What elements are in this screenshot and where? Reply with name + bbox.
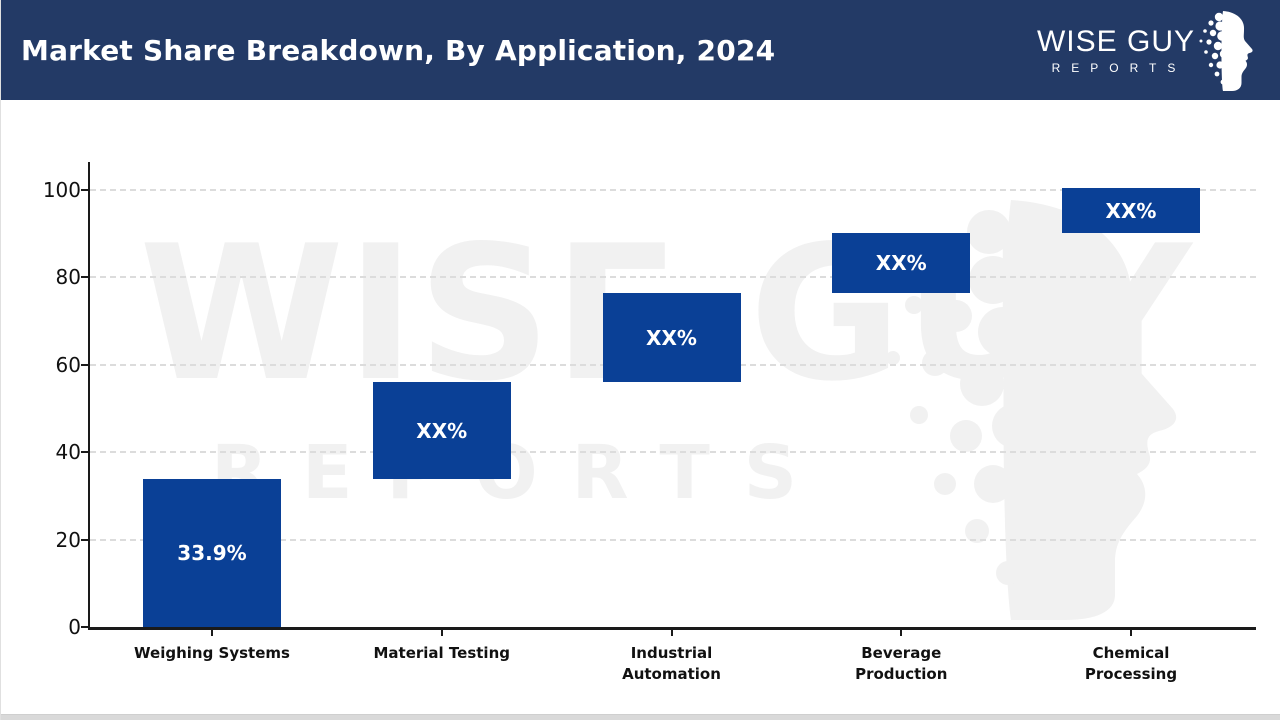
head-profile-icon [1199,11,1253,91]
bar-value-label: XX% [416,418,468,443]
chart-area: WISE GUY REPORTS 02040608010033.9%Weighi… [1,100,1280,715]
x-tick-mark-2 [670,627,673,636]
bar-value-label: XX% [646,325,697,350]
x-category-label-4: Chemical Processing [1084,644,1178,683]
plot: 0 20 40 60 80 100 33.9% Weighing Systems XX% Mate… [1,100,1280,715]
bar-material-testing: XX% [372,382,511,479]
x-tick-mark-4 [1130,627,1132,636]
x-tick-mark-0 [211,627,213,636]
x-category-label-0: Weighing Systems [134,644,290,662]
bar-chemical-processing: XX% [1062,187,1200,234]
gridline-40 [90,451,1256,454]
y-tick-label-20: 20 [55,527,81,552]
y-tick-mark-100 [81,189,90,191]
y-tick-label-100: 100 [42,178,81,202]
y-tick-mark-80 [81,276,90,279]
footer-strip [1,714,1280,720]
bar-weighing-systems: 33.9% [143,478,281,627]
y-tick-label-80: 80 [55,265,81,290]
y-tick-label-40: 40 [55,440,81,465]
wise-guy-logo: WISE GUY REPORTS [1037,9,1255,91]
bar-value-label: XX% [875,251,927,276]
bar-value-label: 33.9% [177,540,247,565]
gridline-20 [90,538,1256,541]
x-tick-mark-1 [440,627,443,636]
bar-beverage-production: XX% [832,233,971,294]
y-tick-mark-0 [81,626,90,628]
x-axis-line [88,627,1256,630]
x-category-label-3: Beverage Production [855,644,948,683]
y-tick-mark-60 [81,363,90,366]
x-category-label-1: Material Testing [373,644,511,662]
y-tick-mark-40 [81,451,90,454]
y-axis-line [88,162,90,629]
x-tick-mark-3 [900,627,903,636]
logo-text: WISE GUY REPORTS [1036,24,1195,75]
y-tick-label-60: 60 [55,352,81,377]
gridline-100 [90,189,1256,191]
y-tick-label-0: 0 [68,615,81,639]
bar-value-label: XX% [1105,198,1157,223]
gridline-80 [90,276,1256,279]
bar-industrial-automation: XX% [602,293,741,383]
header: Market Share Breakdown, By Application, … [1,0,1280,100]
page-title: Market Share Breakdown, By Application, … [21,33,776,67]
logo-brand-name: WISE GUY [1036,24,1195,58]
x-category-label-2: Industrial Automation [622,644,721,683]
logo-brand-sub: REPORTS [1051,60,1187,75]
y-tick-mark-20 [81,538,90,541]
